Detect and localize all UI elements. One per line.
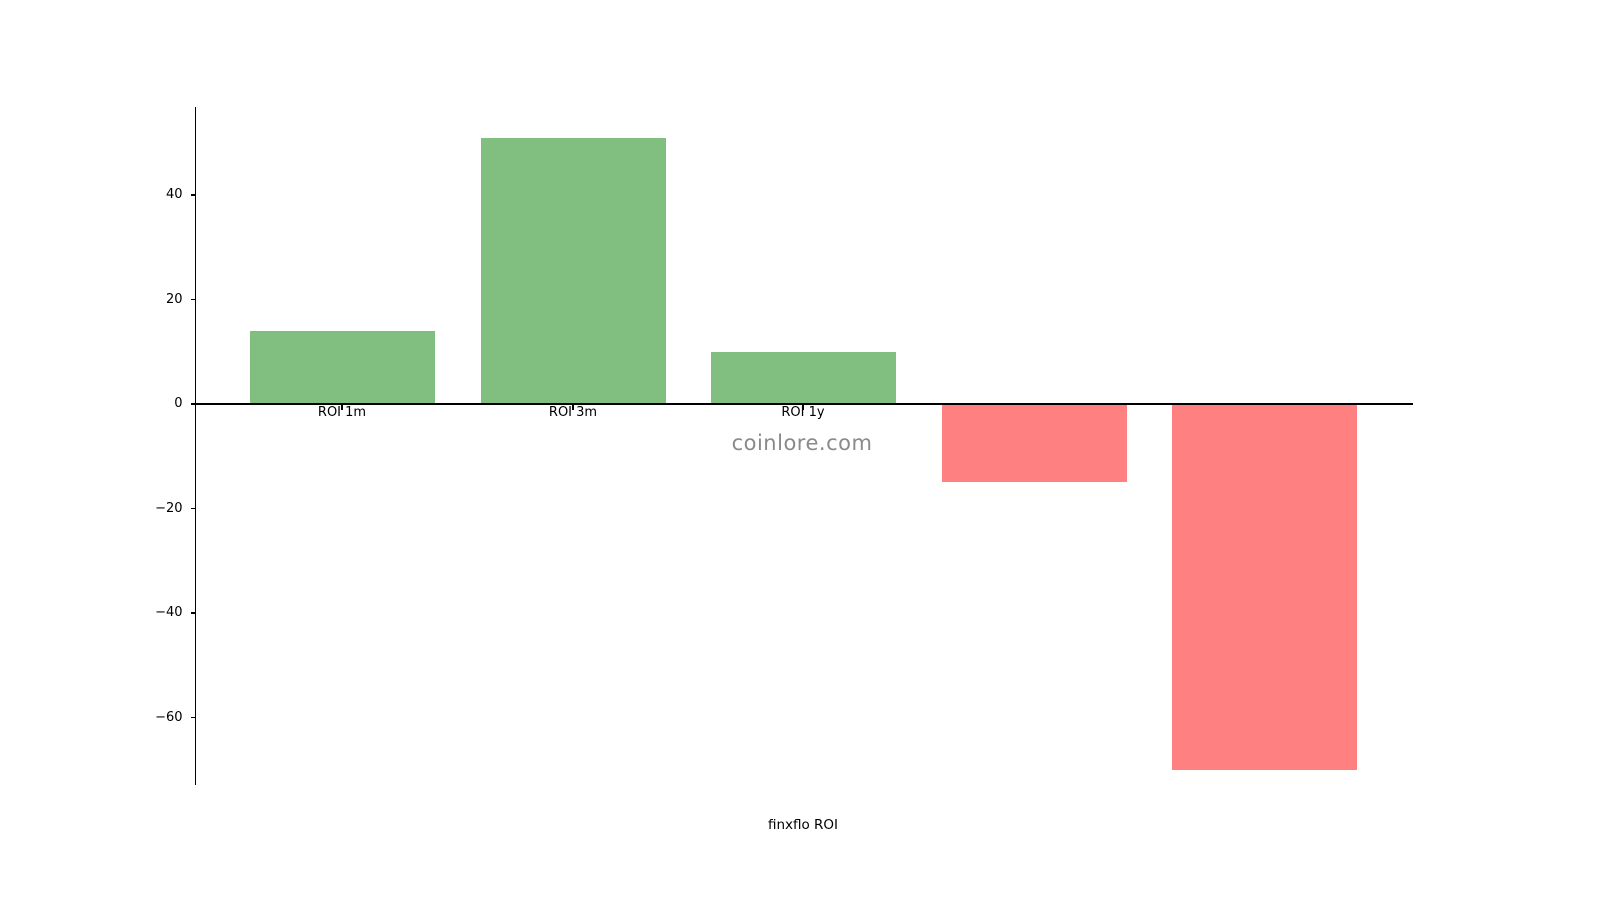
bar: [941, 404, 1127, 483]
y-axis-spine: [194, 107, 196, 785]
bar: [1171, 404, 1357, 770]
y-tick-label: −60: [155, 709, 183, 725]
y-tick-label: 40: [165, 187, 183, 202]
y-tick: [190, 403, 195, 405]
y-tick: [190, 298, 195, 301]
y-tick-label: −40: [155, 605, 183, 620]
watermark: coinlore.com: [731, 431, 873, 455]
x-tick: [341, 404, 343, 410]
y-tick-label: −20: [155, 500, 183, 516]
chart-title: finxflo ROI: [767, 817, 839, 833]
y-tick: [190, 507, 195, 510]
y-tick: [190, 194, 195, 196]
zero-axis-line: [196, 403, 1413, 405]
bar: [480, 137, 666, 404]
bar: [710, 351, 896, 404]
y-tick: [190, 716, 195, 719]
bar: [249, 330, 435, 404]
x-tick-label: ROI 3m: [548, 405, 598, 420]
x-tick-label: ROI 1m: [317, 405, 367, 420]
y-tick-label: 20: [165, 291, 183, 307]
x-tick: [572, 404, 574, 410]
x-tick-label: ROI 1y: [781, 405, 825, 420]
x-tick: [802, 404, 804, 410]
y-tick-label: 0: [174, 396, 183, 411]
y-tick: [190, 612, 195, 614]
